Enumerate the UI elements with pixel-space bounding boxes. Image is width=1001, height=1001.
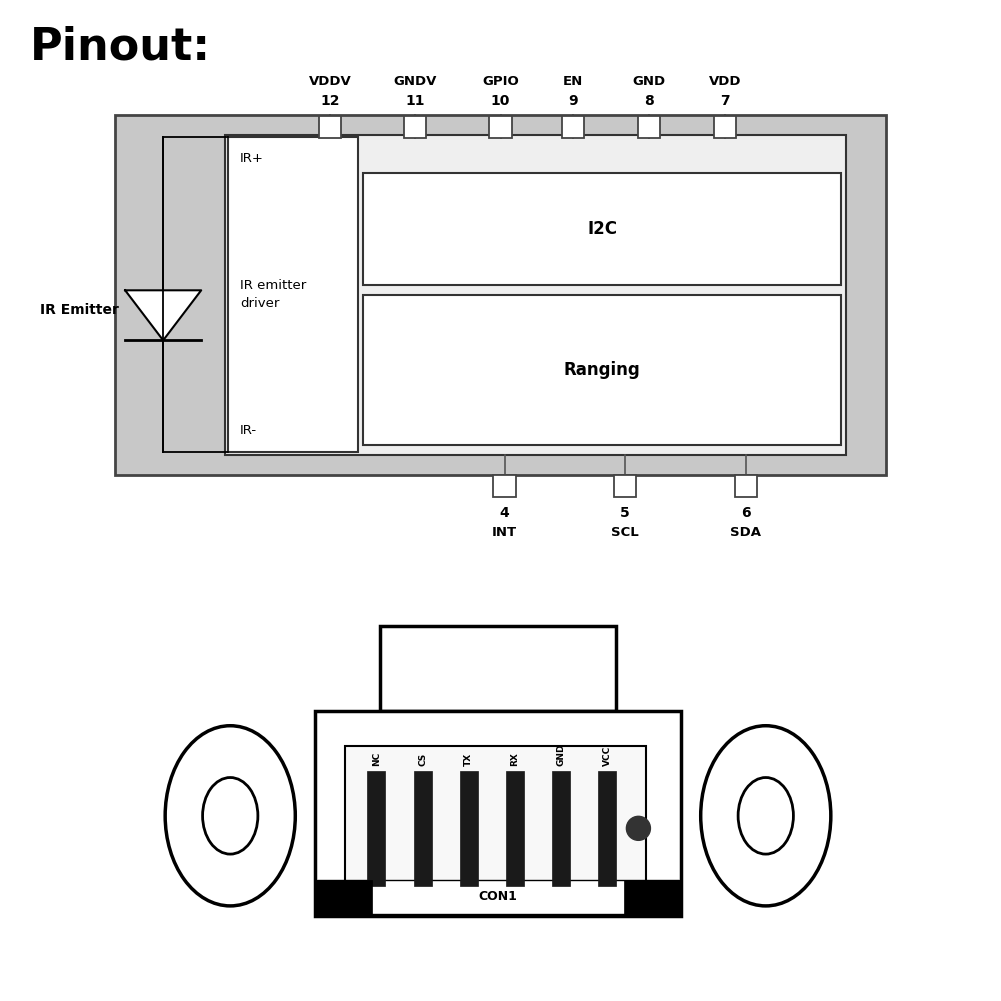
Text: Pinout:: Pinout:	[30, 25, 211, 68]
Text: VDDV: VDDV	[309, 75, 351, 88]
Bar	[714, 116, 736, 138]
Text: GNDV: GNDV	[393, 75, 437, 88]
Bar	[614, 475, 636, 497]
Text: I2C: I2C	[588, 220, 617, 238]
Text: 12: 12	[320, 94, 340, 108]
Ellipse shape	[701, 726, 831, 906]
Bar	[506, 771, 524, 886]
Text: 6: 6	[741, 506, 751, 520]
Bar	[317, 880, 679, 914]
Bar	[345, 746, 646, 896]
Polygon shape	[125, 290, 201, 340]
Ellipse shape	[202, 778, 258, 854]
Bar	[363, 173, 841, 285]
Bar	[553, 771, 571, 886]
Bar	[317, 880, 372, 914]
Text: VCC: VCC	[603, 746, 612, 766]
Text: IR+: IR+	[240, 152, 264, 165]
Bar	[562, 116, 584, 138]
Text: TX: TX	[464, 753, 473, 766]
Text: 5: 5	[620, 506, 630, 520]
Bar	[367, 771, 385, 886]
Ellipse shape	[738, 778, 794, 854]
Text: 10: 10	[490, 94, 511, 108]
Bar	[115, 115, 886, 475]
Bar	[413, 771, 431, 886]
Bar	[380, 626, 616, 711]
Bar	[735, 475, 757, 497]
Text: EN: EN	[563, 75, 583, 88]
Circle shape	[627, 817, 651, 841]
Text: GND: GND	[557, 744, 566, 766]
Bar	[319, 116, 341, 138]
Text: RX: RX	[511, 752, 520, 766]
Text: SDA: SDA	[731, 526, 761, 539]
Text: INT: INT	[491, 526, 518, 539]
Text: CON1: CON1	[478, 891, 518, 903]
Text: NC: NC	[372, 752, 380, 766]
Bar	[315, 711, 681, 916]
Text: 11: 11	[405, 94, 425, 108]
Bar	[489, 116, 512, 138]
Bar	[638, 116, 660, 138]
Bar	[225, 135, 846, 455]
Text: GND: GND	[632, 75, 666, 88]
Bar	[624, 880, 679, 914]
Text: Ranging: Ranging	[564, 361, 641, 379]
Text: 8: 8	[644, 94, 654, 108]
Text: IR-: IR-	[240, 424, 257, 437]
Text: IR emitter
driver: IR emitter driver	[240, 279, 306, 310]
Bar	[228, 137, 358, 452]
Text: 4: 4	[499, 506, 510, 520]
Bar	[493, 475, 516, 497]
Text: VDD: VDD	[709, 75, 741, 88]
Bar	[363, 295, 841, 445]
Text: SCL: SCL	[611, 526, 639, 539]
Bar	[459, 771, 477, 886]
Text: GPIO: GPIO	[482, 75, 519, 88]
Text: 9: 9	[568, 94, 578, 108]
Text: IR Emitter: IR Emitter	[40, 303, 119, 317]
Ellipse shape	[165, 726, 295, 906]
Text: CS: CS	[418, 753, 427, 766]
Text: 7: 7	[720, 94, 730, 108]
Bar	[404, 116, 426, 138]
Bar	[599, 771, 617, 886]
